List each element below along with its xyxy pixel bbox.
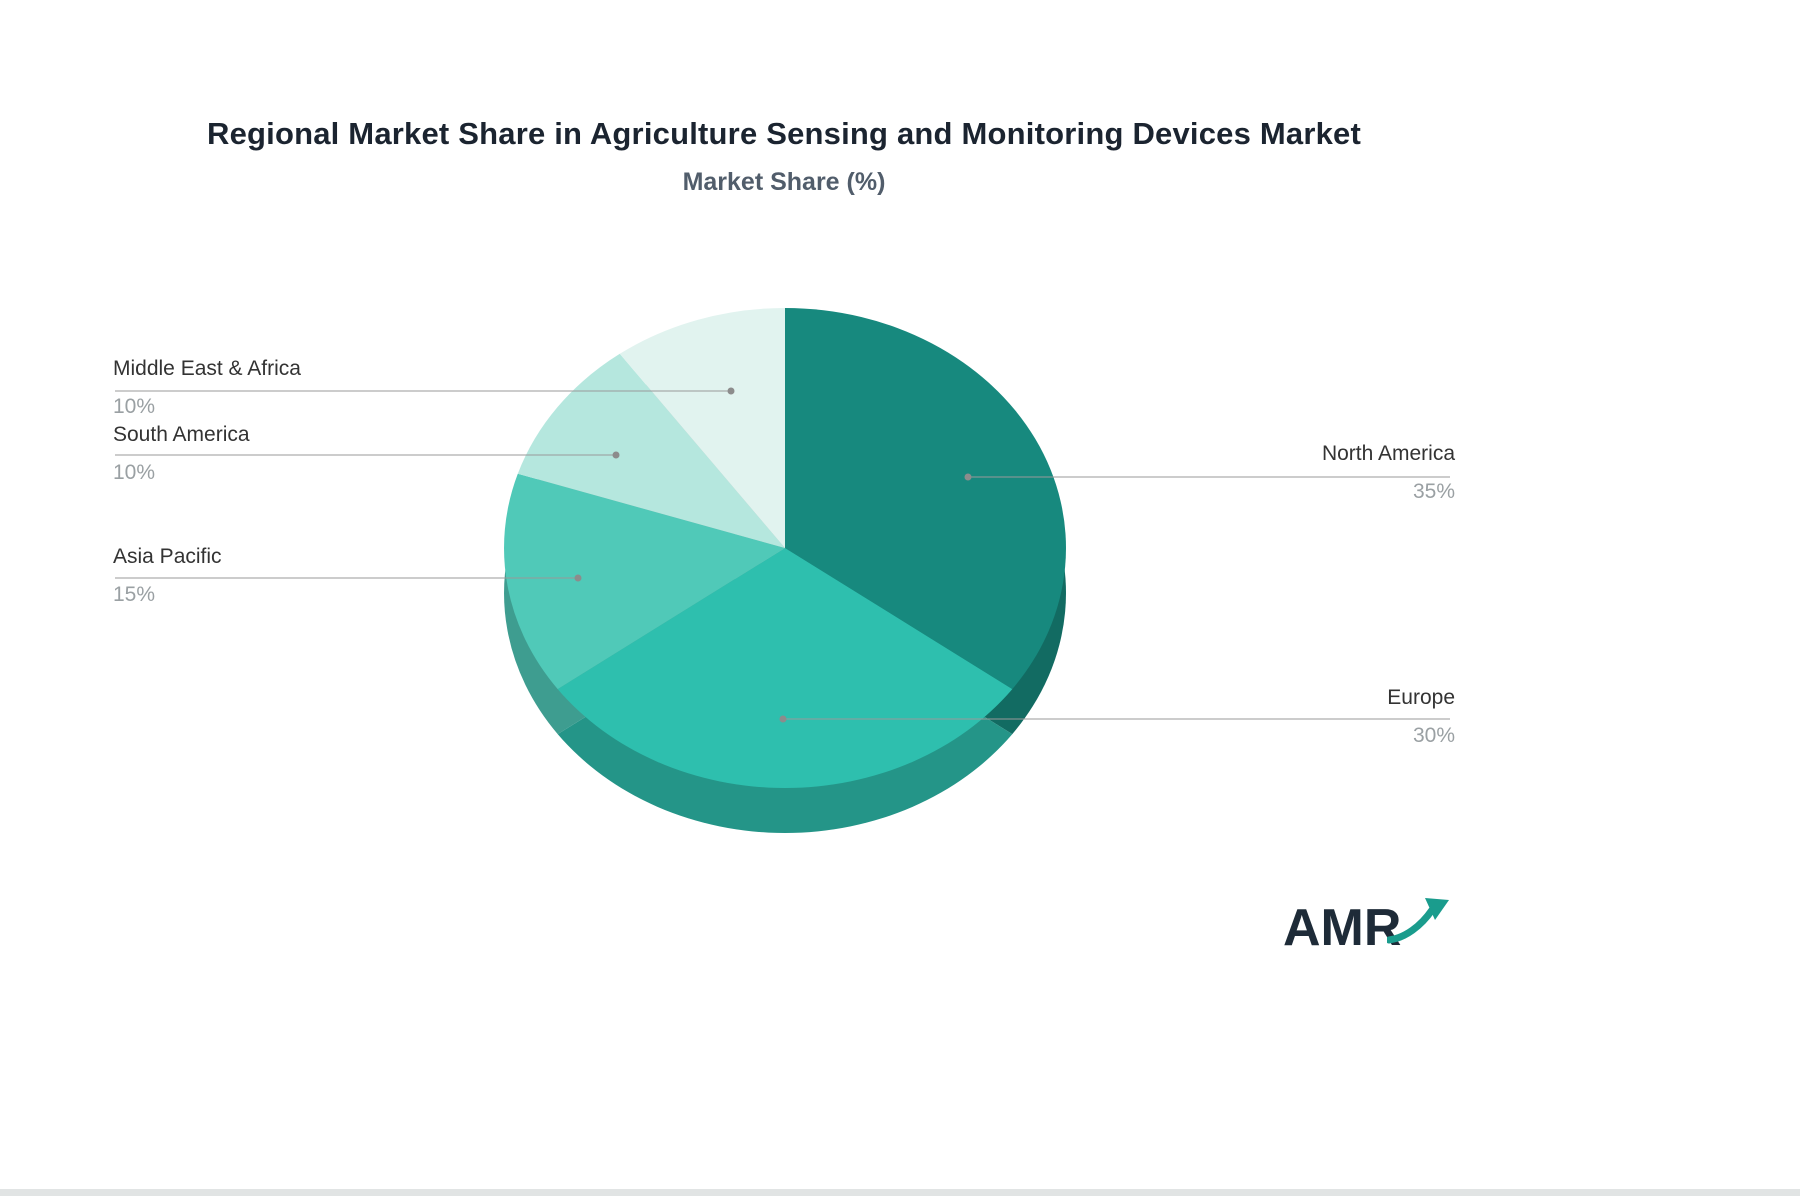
segment-value-south-america: 10%: [113, 461, 156, 484]
segment-label-south-america: South America: [113, 423, 250, 446]
segment-label-europe: Europe: [1387, 686, 1455, 709]
segment-label-asia-pacific: Asia Pacific: [113, 545, 222, 568]
label-anchor-dot: [574, 574, 582, 582]
logo-arrow-icon: [1387, 898, 1449, 944]
label-anchor-dot: [727, 387, 735, 395]
horizontal-scrollbar[interactable]: [0, 1189, 1800, 1196]
chart-title: Regional Market Share in Agriculture Sen…: [206, 116, 1361, 151]
pie-slice-south-america[interactable]: [517, 353, 785, 548]
segment-label-north-america: North America: [1321, 442, 1455, 465]
segment-value-asia-pacific: 15%: [113, 583, 156, 606]
label-anchor-dot: [612, 451, 620, 459]
amr-logo: AMR: [1283, 898, 1453, 960]
pie-slice-north-america[interactable]: [785, 308, 1066, 690]
segment-value-europe: 30%: [1412, 724, 1455, 747]
segment-value-north-america: 35%: [1412, 480, 1455, 503]
pie-slice-asia-pacific[interactable]: [504, 473, 785, 690]
chart-subtitle: Market Share (%): [682, 168, 886, 196]
pie-slice-europe[interactable]: [557, 548, 1013, 788]
segment-label-middle-east-africa: Middle East & Africa: [113, 357, 301, 380]
logo-text: AMR: [1283, 899, 1402, 957]
pie-slice-middle-east-africa[interactable]: [619, 307, 785, 548]
label-anchor-dot: [964, 473, 972, 481]
label-anchor-dot: [779, 715, 787, 723]
segment-value-middle-east-africa: 10%: [113, 395, 156, 418]
